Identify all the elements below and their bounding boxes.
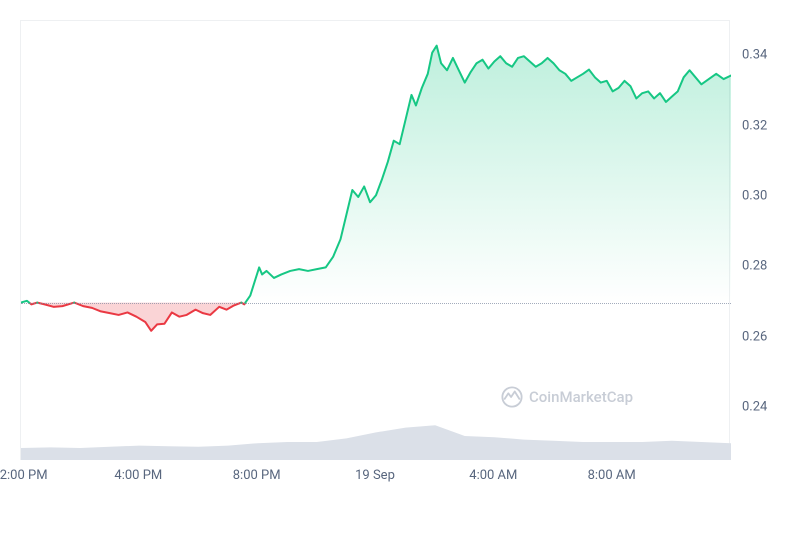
chart-container: CoinMarketCap 0.24 0.26 0.28 0.30 0.32 0.34 1… xyxy=(20,20,780,515)
y-axis: 0.24 0.26 0.28 0.30 0.32 0.34 xyxy=(734,20,780,460)
x-tick-label: 8:00 AM xyxy=(588,468,636,483)
coinmarketcap-icon xyxy=(501,386,523,408)
x-tick-label: 19 Sep xyxy=(355,468,395,483)
baseline-dotted xyxy=(21,303,731,304)
y-tick-label: 0.28 xyxy=(742,259,767,274)
y-tick-label: 0.24 xyxy=(742,400,767,415)
x-tick-label: 4:00 PM xyxy=(114,468,162,483)
y-tick-label: 0.34 xyxy=(742,48,767,63)
coinmarketcap-watermark: CoinMarketCap xyxy=(501,386,633,408)
y-tick-label: 0.32 xyxy=(742,118,767,133)
plot-area: CoinMarketCap xyxy=(20,20,730,460)
y-tick-label: 0.30 xyxy=(742,189,767,204)
y-tick-label: 0.26 xyxy=(742,329,767,344)
x-tick-label: 12:00 PM xyxy=(0,468,48,483)
watermark-text: CoinMarketCap xyxy=(529,388,633,406)
above-baseline-area xyxy=(21,46,731,303)
x-tick-label: 8:00 PM xyxy=(233,468,281,483)
x-tick-label: 4:00 AM xyxy=(469,468,517,483)
x-axis: 12:00 PM4:00 PM8:00 PM19 Sep4:00 AM8:00 … xyxy=(20,468,730,498)
